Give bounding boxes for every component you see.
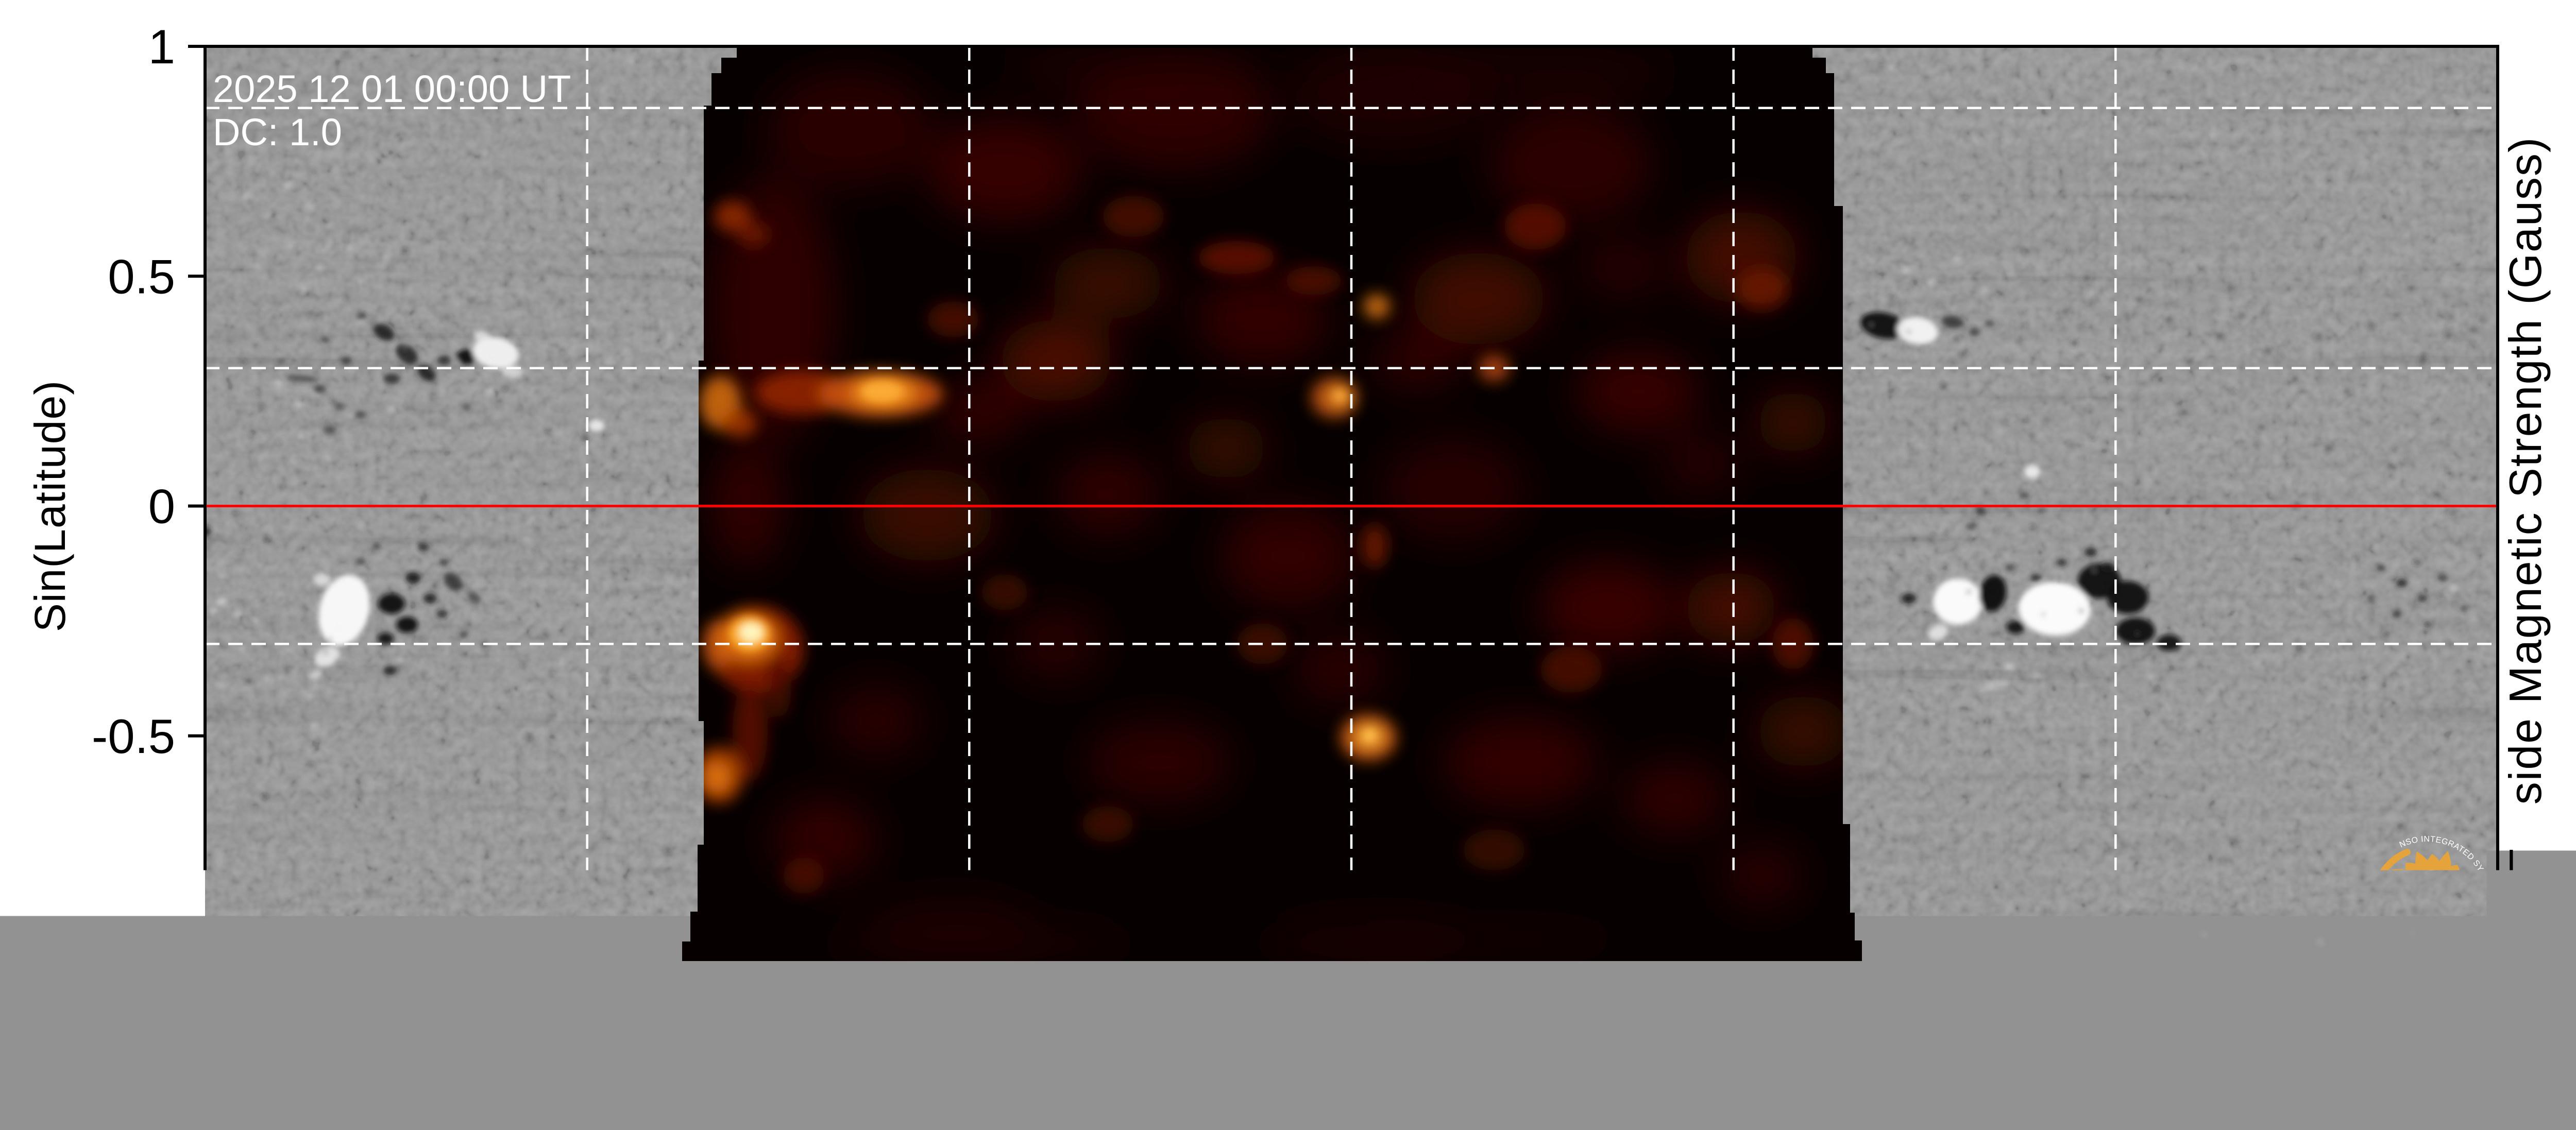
svg-text:Sin(Latitude): Sin(Latitude) bbox=[26, 380, 74, 632]
svg-text:Carrington Longitude: Carrington Longitude bbox=[1129, 1047, 1573, 1098]
svg-text:2025 12 01 00:00 UT: 2025 12 01 00:00 UT bbox=[213, 67, 571, 110]
svg-text:-1: -1 bbox=[132, 939, 175, 993]
svg-text:-0.5: -0.5 bbox=[92, 709, 175, 763]
svg-text:240: 240 bbox=[1693, 988, 1774, 1042]
svg-text:120: 120 bbox=[929, 988, 1010, 1042]
svg-text:Farside Magnetic Strength (Gau: Farside Magnetic Strength (Gauss) bbox=[2500, 136, 2551, 876]
svg-text:300: 300 bbox=[2075, 988, 2156, 1042]
svg-text:DC: 1.0: DC: 1.0 bbox=[213, 111, 342, 153]
svg-text:1: 1 bbox=[148, 20, 175, 74]
svg-text:60: 60 bbox=[560, 988, 614, 1042]
svg-text:NISP: NISP bbox=[2387, 897, 2475, 939]
svg-text:180: 180 bbox=[1311, 988, 1392, 1042]
svg-text:360: 360 bbox=[2458, 988, 2538, 1042]
svg-text:0: 0 bbox=[192, 988, 218, 1042]
svg-text:0.5: 0.5 bbox=[108, 249, 175, 303]
svg-text:0: 0 bbox=[148, 480, 175, 534]
